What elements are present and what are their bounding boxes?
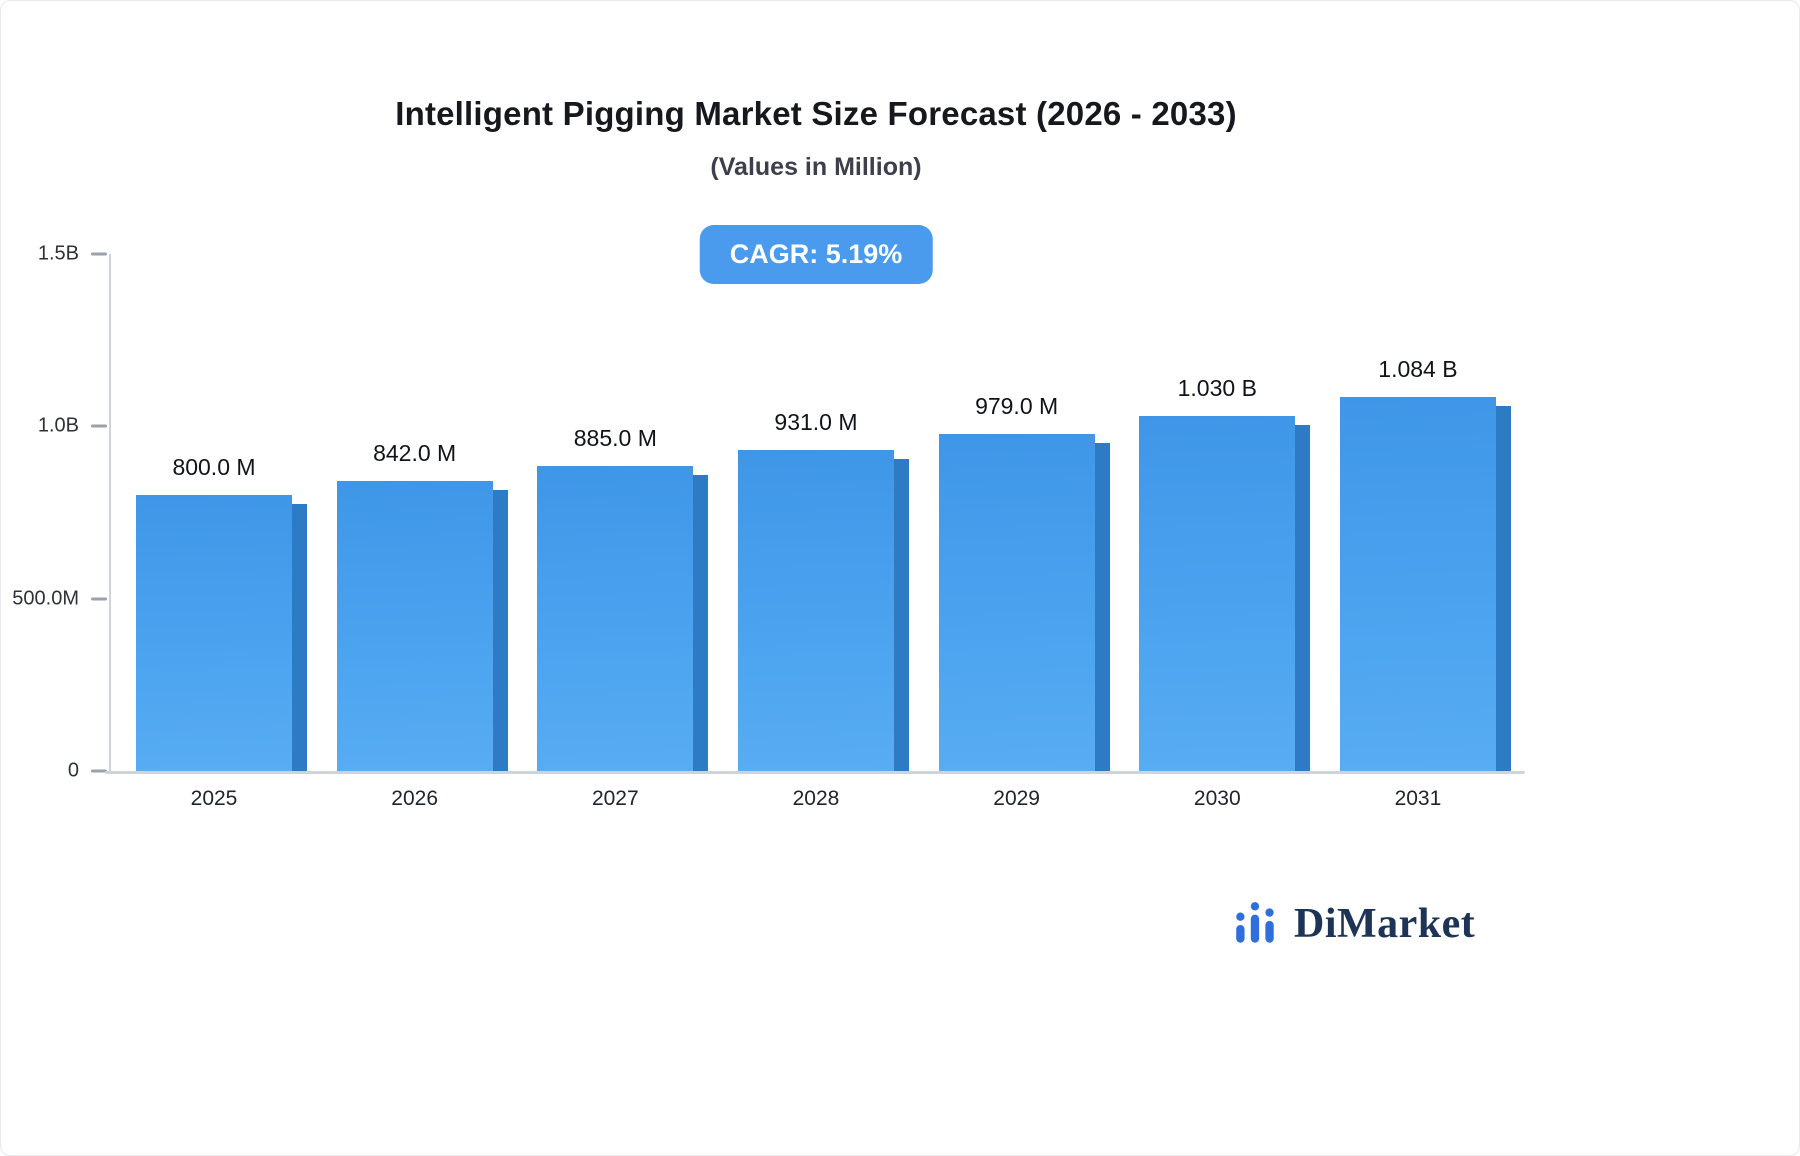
- y-tick-label: 0: [67, 759, 79, 782]
- cagr-badge: CAGR: 5.19%: [699, 225, 933, 284]
- y-tick: 0: [68, 760, 107, 783]
- bar-2031: [1339, 397, 1511, 771]
- bar-side-face: [1495, 406, 1511, 771]
- bar-2028: [737, 450, 909, 771]
- chart-title: Intelligent Pigging Market Size Forecast…: [395, 95, 1237, 132]
- y-tick-mark: [91, 597, 107, 601]
- brand-name: DiMarket: [1294, 901, 1476, 947]
- y-axis-line: [109, 254, 111, 773]
- bar-slot: 931.0 M: [717, 254, 915, 771]
- bars-group: 800.0 M 842.0 M 885.0 M 931.0 M 979.0 M 1.030…: [111, 254, 1521, 771]
- bar-slot: 885.0 M: [516, 254, 714, 771]
- bar-value-label: 885.0 M: [573, 425, 657, 451]
- x-tick-label: 2028: [792, 787, 840, 810]
- bar-side-face: [893, 459, 909, 771]
- y-tick: 1.0B: [38, 415, 107, 438]
- bar-side-face: [693, 475, 709, 771]
- x-tick-label: 2030: [1193, 787, 1241, 810]
- x-tick-label: 2027: [591, 787, 639, 810]
- bar-value-label: 979.0 M: [975, 392, 1059, 419]
- y-tick-label: 1.5B: [37, 242, 79, 265]
- y-tick: 1.5B: [38, 243, 107, 266]
- bar-side-face: [292, 504, 307, 771]
- x-tick-label: 2025: [190, 787, 238, 810]
- brand-logo: DiMarket: [1231, 899, 1475, 949]
- x-tick-label: 2031: [1394, 787, 1442, 810]
- chart-subtitle: (Values in Million): [710, 153, 922, 181]
- chart-header: Intelligent Pigging Market Size Forecast…: [1, 95, 1631, 182]
- plot-area: 800.0 M 842.0 M 885.0 M 931.0 M 979.0 M 1.030…: [111, 254, 1521, 771]
- dimarket-logo-icon: [1236, 902, 1274, 943]
- y-tick: 500.0M: [12, 587, 107, 610]
- bar-2025: [136, 495, 307, 771]
- bar-value-label: 1.084 B: [1378, 356, 1458, 383]
- bar-slot: 1.030 B: [1118, 254, 1316, 771]
- x-tick-label: 2026: [391, 787, 439, 810]
- bar-2026: [336, 480, 508, 771]
- bar-slot: 979.0 M: [918, 254, 1116, 771]
- bar-value-label: 1.030 B: [1177, 375, 1257, 401]
- bar-side-face: [1094, 442, 1110, 771]
- bar-slot: 800.0 M: [115, 254, 313, 771]
- x-axis-labels: 2025 2026 2027 2028 2029 2030 2031: [111, 787, 1521, 811]
- x-axis-line: [105, 771, 1525, 774]
- bar-slot: 842.0 M: [316, 254, 514, 771]
- y-tick-label: 1.0B: [37, 414, 79, 437]
- bar-2027: [537, 466, 709, 771]
- y-tick-mark: [91, 769, 107, 773]
- y-tick-mark: [91, 252, 107, 256]
- x-tick-label: 2029: [993, 787, 1040, 810]
- bar-slot: 1.084 B: [1319, 254, 1517, 771]
- bar-side-face: [1295, 425, 1311, 771]
- bar-2029: [938, 433, 1110, 771]
- y-axis: 0 500.0M 1.0B 1.5B: [1, 243, 107, 782]
- bar-value-label: 931.0 M: [774, 409, 858, 436]
- bar-2030: [1139, 416, 1311, 771]
- bar-value-label: 842.0 M: [373, 439, 457, 466]
- y-tick-mark: [91, 424, 107, 428]
- y-tick-label: 500.0M: [12, 587, 79, 610]
- bar-value-label: 800.0 M: [172, 454, 256, 481]
- bar-side-face: [492, 489, 508, 771]
